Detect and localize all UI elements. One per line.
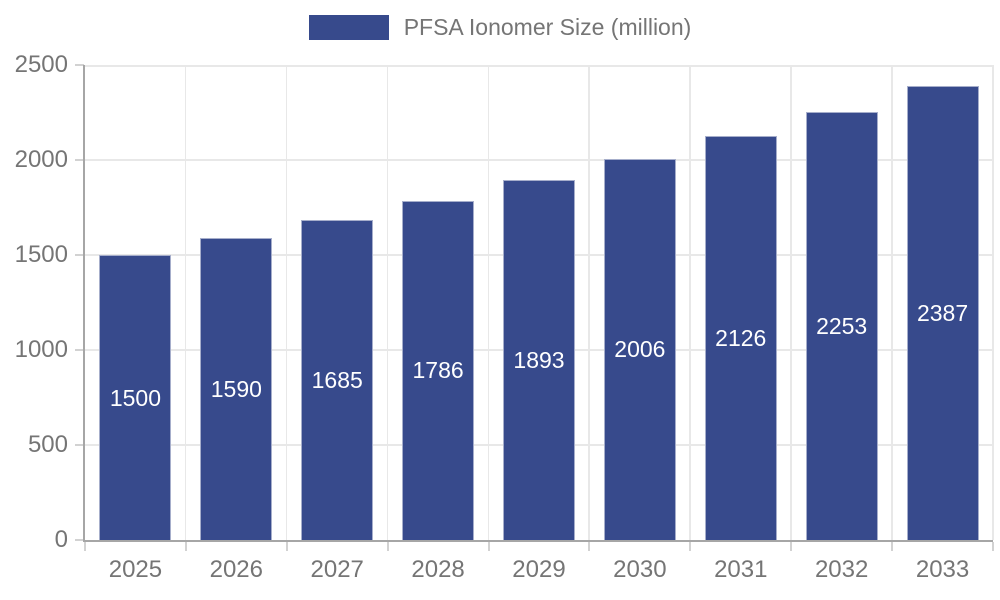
x-tick-label: 2032: [814, 556, 869, 583]
bar-value-label: 2126: [715, 325, 767, 352]
x-tick-label: 2026: [209, 556, 263, 583]
bar[interactable]: 2126: [704, 136, 777, 540]
bar-value-label: 2253: [816, 312, 868, 339]
y-tick-mark: [75, 349, 84, 351]
y-tick-label: 1000: [14, 336, 68, 363]
x-tick-mark: [588, 542, 591, 551]
x-tick-mark: [992, 542, 994, 551]
y-tick-mark: [75, 444, 84, 446]
y-tick-label: 0: [54, 526, 68, 553]
bar[interactable]: 1590: [200, 237, 273, 540]
y-axis: 0 500 1000 1500 2000 2500: [0, 0, 84, 600]
h-gridline: [85, 65, 993, 67]
v-gridline: [891, 65, 893, 540]
y-tick-mark: [75, 159, 84, 161]
v-gridline: [487, 65, 490, 540]
v-gridline: [992, 65, 994, 540]
bar-value-label: 1590: [210, 375, 262, 402]
bar[interactable]: 1893: [503, 180, 575, 540]
x-tick-mark: [386, 542, 389, 551]
legend-swatch-icon: [308, 15, 389, 40]
x-tick-mark: [184, 542, 187, 551]
y-tick-label: 2000: [14, 146, 68, 173]
h-gridline: [85, 159, 993, 161]
bar[interactable]: 2006: [603, 158, 676, 540]
y-tick-label: 2500: [14, 51, 68, 78]
y-tick-label: 1500: [14, 241, 68, 268]
legend-label: PFSA Ionomer Size (million): [403, 14, 692, 40]
x-tick-label: 2031: [714, 556, 768, 583]
x-tick-label: 2030: [613, 556, 667, 583]
y-tick-label: 500: [27, 431, 68, 458]
bar[interactable]: 2387: [906, 86, 979, 540]
bar[interactable]: 1685: [301, 219, 374, 540]
x-tick-mark: [891, 542, 894, 551]
bar-value-label: 2006: [614, 336, 666, 363]
v-gridline: [588, 65, 590, 540]
v-gridline: [386, 65, 389, 540]
y-tick-mark: [75, 539, 84, 541]
bar[interactable]: 1500: [99, 255, 172, 540]
bar[interactable]: 1786: [402, 200, 475, 540]
bar[interactable]: 2253: [805, 111, 878, 540]
legend-item[interactable]: PFSA Ionomer Size (million): [0, 14, 1000, 41]
x-tick-mark: [84, 542, 86, 551]
x-tick-label: 2033: [915, 556, 970, 583]
y-tick-mark: [75, 64, 84, 66]
x-tick-mark: [487, 542, 490, 551]
y-tick-mark: [75, 254, 84, 256]
v-gridline: [184, 65, 187, 540]
bar-value-label: 1500: [109, 384, 162, 411]
bar-value-label: 1893: [513, 347, 565, 374]
bar-value-label: 2387: [916, 300, 969, 327]
v-gridline: [285, 65, 288, 540]
x-tick-mark: [689, 542, 692, 551]
x-tick-mark: [790, 542, 793, 551]
bar-value-label: 1786: [412, 357, 464, 384]
x-tick-label: 2028: [411, 556, 465, 583]
x-axis: 2025 2026 2027 2028 2029 2030 2031 2032 2033: [84, 542, 994, 600]
v-gridline: [689, 65, 691, 540]
x-tick-label: 2025: [108, 556, 163, 583]
x-tick-mark: [285, 542, 288, 551]
bar-value-label: 1685: [311, 366, 363, 393]
x-tick-label: 2027: [310, 556, 364, 583]
x-tick-label: 2029: [512, 556, 566, 583]
plot-area: 1500 1590 1685 1786 1893 2006 2126 2253 2387: [83, 65, 994, 542]
v-gridline: [790, 65, 792, 540]
